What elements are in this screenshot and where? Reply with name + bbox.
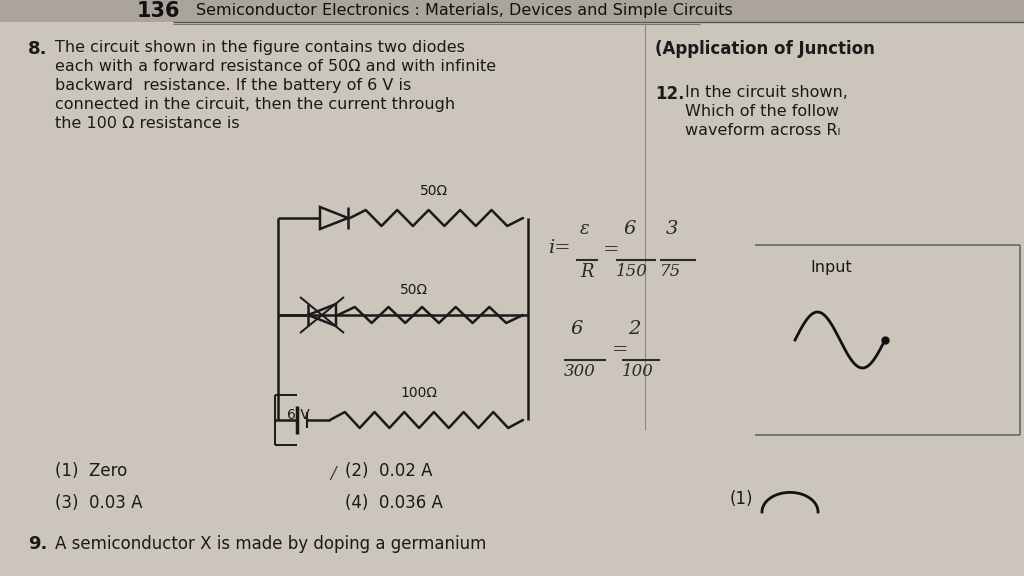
Text: 300: 300	[564, 363, 596, 380]
Bar	[0, 0, 1024, 22]
Text: 12.: 12.	[655, 85, 684, 103]
Text: /: /	[330, 465, 336, 482]
Text: 2: 2	[628, 320, 640, 338]
Text: 50Ω: 50Ω	[420, 184, 449, 198]
Text: 6 V: 6 V	[287, 408, 309, 422]
Text: A semiconductor X is made by doping a germanium: A semiconductor X is made by doping a ge…	[55, 535, 486, 553]
Text: Input: Input	[810, 260, 852, 275]
Text: (4)  0.036 A: (4) 0.036 A	[345, 494, 442, 512]
Text: connected in the circuit, then the current through: connected in the circuit, then the curre…	[55, 97, 455, 112]
Text: (Application of Junction: (Application of Junction	[655, 40, 874, 58]
Text: 8.: 8.	[28, 40, 47, 58]
Text: In the circuit shown,: In the circuit shown,	[685, 85, 848, 100]
Text: Semiconductor Electronics : Materials, Devices and Simple Circuits: Semiconductor Electronics : Materials, D…	[196, 3, 733, 18]
Text: waveform across Rₗ: waveform across Rₗ	[685, 123, 841, 138]
Text: R: R	[580, 263, 594, 281]
Text: 100Ω: 100Ω	[400, 386, 437, 400]
Text: (1): (1)	[730, 490, 754, 508]
Text: (2)  0.02 A: (2) 0.02 A	[345, 462, 432, 480]
Text: 6: 6	[570, 320, 583, 338]
Text: backward  resistance. If the battery of 6 V is: backward resistance. If the battery of 6…	[55, 78, 412, 93]
Text: Which of the follow: Which of the follow	[685, 104, 839, 119]
Text: the 100 Ω resistance is: the 100 Ω resistance is	[55, 116, 240, 131]
Text: (1)  Zero: (1) Zero	[55, 462, 127, 480]
Text: i=: i=	[548, 239, 570, 257]
Text: =: =	[612, 341, 629, 359]
Text: 6: 6	[623, 220, 635, 238]
Text: each with a forward resistance of 50Ω and with infinite: each with a forward resistance of 50Ω an…	[55, 59, 496, 74]
Text: 100: 100	[622, 363, 654, 380]
Text: (3)  0.03 A: (3) 0.03 A	[55, 494, 142, 512]
Text: 9.: 9.	[28, 535, 47, 553]
Text: 75: 75	[660, 263, 681, 280]
Text: 150: 150	[616, 263, 648, 280]
Text: 3: 3	[666, 220, 678, 238]
Text: ε: ε	[580, 220, 590, 238]
Text: The circuit shown in the figure contains two diodes: The circuit shown in the figure contains…	[55, 40, 465, 55]
Text: 50Ω: 50Ω	[400, 283, 428, 297]
Text: =: =	[603, 241, 620, 259]
Text: 136: 136	[136, 1, 180, 21]
